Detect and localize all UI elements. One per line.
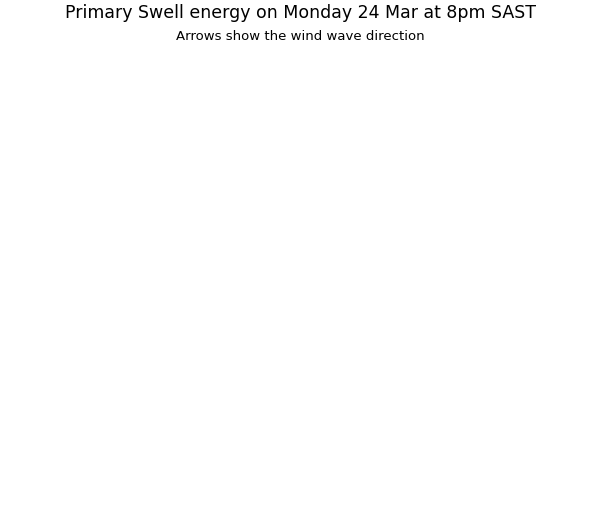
Text: Cartopy needed
No module named 'cartopy': Cartopy needed No module named 'cartopy' bbox=[223, 268, 378, 290]
Text: Primary Swell energy on Monday 24 Mar at 8pm SAST: Primary Swell energy on Monday 24 Mar at… bbox=[65, 4, 536, 22]
Text: Arrows show the wind wave direction: Arrows show the wind wave direction bbox=[176, 30, 425, 43]
